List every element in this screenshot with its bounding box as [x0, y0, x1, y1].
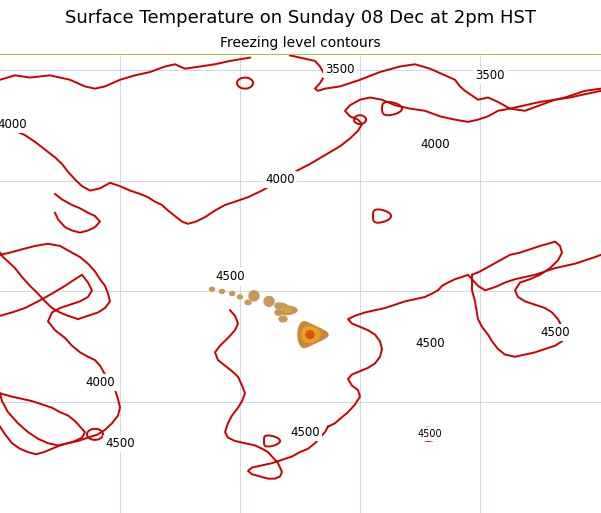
Polygon shape: [237, 295, 242, 299]
Polygon shape: [302, 327, 320, 342]
Polygon shape: [275, 303, 287, 309]
Text: 4500: 4500: [215, 270, 245, 284]
Polygon shape: [298, 322, 328, 347]
Text: 4500: 4500: [415, 337, 445, 350]
Polygon shape: [249, 291, 259, 301]
Text: Freezing level contours: Freezing level contours: [220, 36, 381, 50]
Text: 4000: 4000: [0, 117, 27, 131]
Text: 4000: 4000: [85, 376, 115, 389]
Text: 3500: 3500: [325, 63, 355, 76]
Text: 4000: 4000: [265, 173, 295, 186]
Polygon shape: [230, 291, 234, 295]
Polygon shape: [284, 307, 292, 313]
Text: 3500: 3500: [475, 69, 505, 82]
Text: Surface Temperature on Sunday 08 Dec at 2pm HST: Surface Temperature on Sunday 08 Dec at …: [65, 9, 536, 27]
Text: 4000: 4000: [420, 137, 450, 150]
Polygon shape: [264, 297, 274, 306]
Polygon shape: [245, 300, 251, 305]
Text: 4500: 4500: [105, 437, 135, 450]
Text: 4500: 4500: [418, 429, 442, 439]
Polygon shape: [219, 289, 225, 293]
Polygon shape: [283, 306, 297, 314]
Polygon shape: [279, 317, 287, 322]
Text: 4500: 4500: [290, 426, 320, 439]
Text: 4500: 4500: [540, 326, 570, 339]
Polygon shape: [210, 287, 215, 291]
Polygon shape: [275, 310, 283, 315]
Polygon shape: [306, 331, 314, 339]
